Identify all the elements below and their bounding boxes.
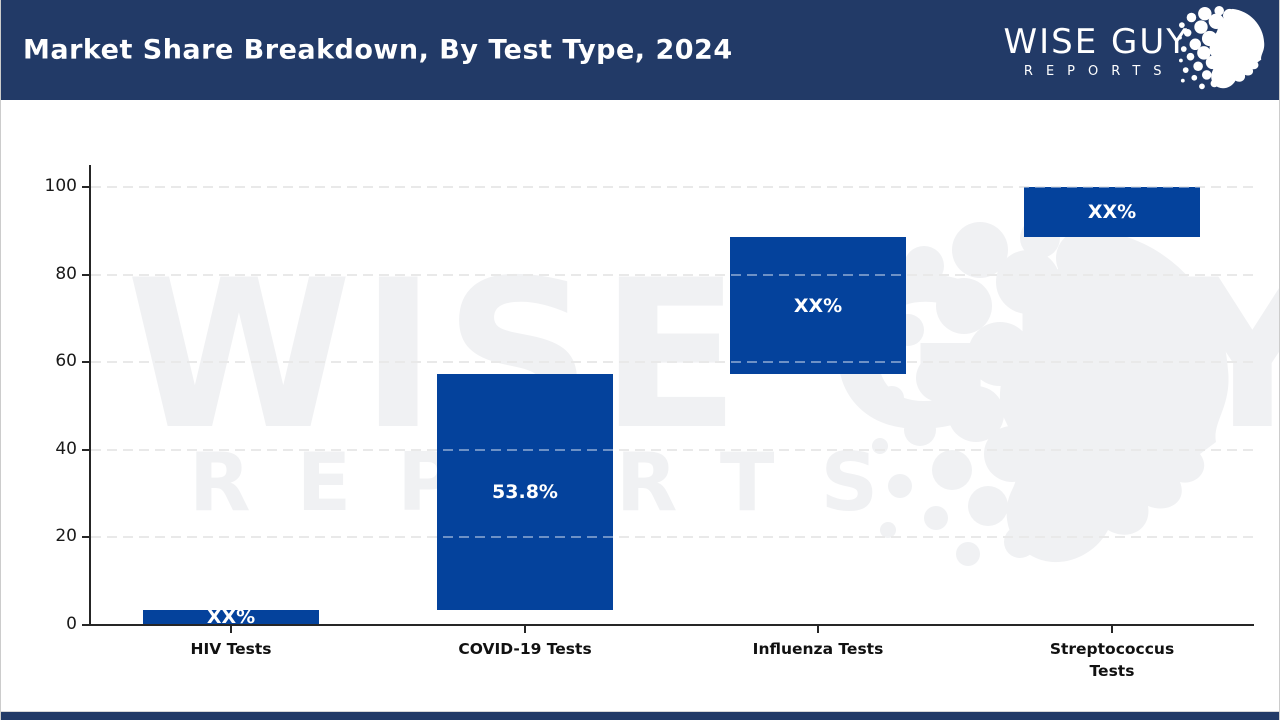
y-tick-mark-20 xyxy=(82,536,90,539)
watermark-head-icon xyxy=(868,218,1229,566)
gridline-80 xyxy=(91,273,1254,276)
y-tick-label-60: 60 xyxy=(55,351,77,372)
x-category-label: HIV Tests xyxy=(190,640,272,658)
gridline-overlay-100 xyxy=(91,186,1254,188)
bar-influenza-tests xyxy=(730,237,906,374)
y-tick-mark-40 xyxy=(82,448,90,451)
header-bar: Market Share Breakdown, By Test Type, 20… xyxy=(1,0,1279,100)
x-category-label: Influenza Tests xyxy=(752,640,884,658)
gridline-60 xyxy=(91,361,1254,364)
gridline-overlay-20 xyxy=(91,536,1254,539)
footer-divider xyxy=(1,711,1279,712)
bar-value-label: XX% xyxy=(206,606,256,629)
wise-guy-reports-logo: WISE GUY REPORTS xyxy=(1003,0,1271,100)
gridline-40 xyxy=(91,448,1254,451)
logo-wordmark: WISE GUY xyxy=(1003,21,1189,62)
y-tick-label-100: 100 xyxy=(44,176,77,196)
bar-streptococcus-tests xyxy=(1024,187,1200,238)
gridline-overlay-40 xyxy=(91,448,1254,451)
chart-title: Market Share Breakdown, By Test Type, 20… xyxy=(23,34,733,66)
logo-subtext: REPORTS xyxy=(1023,63,1175,79)
y-tick-label-80: 80 xyxy=(55,263,77,284)
logo-head-icon xyxy=(1178,6,1265,90)
bar-value-label: XX% xyxy=(1087,201,1137,224)
footer-bar xyxy=(1,712,1279,720)
y-tick-mark-80 xyxy=(82,273,90,276)
y-axis-spine xyxy=(89,165,91,625)
x-category-label: Streptococcus Tests xyxy=(1049,640,1175,680)
bar-value-label: 53.8% xyxy=(492,480,558,503)
logo-text: WISE GUY REPORTS xyxy=(1003,22,1189,79)
y-tick-label-40: 40 xyxy=(55,438,77,459)
gridline-overlay-80 xyxy=(91,273,1254,276)
bar-hiv-tests xyxy=(143,609,319,625)
gridline-20 xyxy=(91,536,1254,539)
x-axis-spine xyxy=(86,624,1254,626)
gridline-100 xyxy=(91,186,1254,188)
y-tick-label-20: 20 xyxy=(55,526,77,547)
plot-area: 0 20 40 60 80 100 XX% HIV Tests 53.8% COVID-19 Te… xyxy=(1,100,1279,712)
y-tick-label-0: 0 xyxy=(66,614,77,634)
x-tick-mark xyxy=(817,625,819,633)
x-category-label: COVID-19 Tests xyxy=(458,640,592,658)
y-tick-mark-100 xyxy=(82,186,90,188)
x-tick-mark xyxy=(1111,625,1113,633)
x-tick-mark xyxy=(524,625,526,633)
bar-value-label: XX% xyxy=(793,294,843,317)
y-tick-mark-60 xyxy=(82,361,90,364)
x-tick-mark xyxy=(230,625,232,633)
bar-covid-19-tests xyxy=(437,374,613,610)
gridline-overlay-60 xyxy=(91,361,1254,364)
